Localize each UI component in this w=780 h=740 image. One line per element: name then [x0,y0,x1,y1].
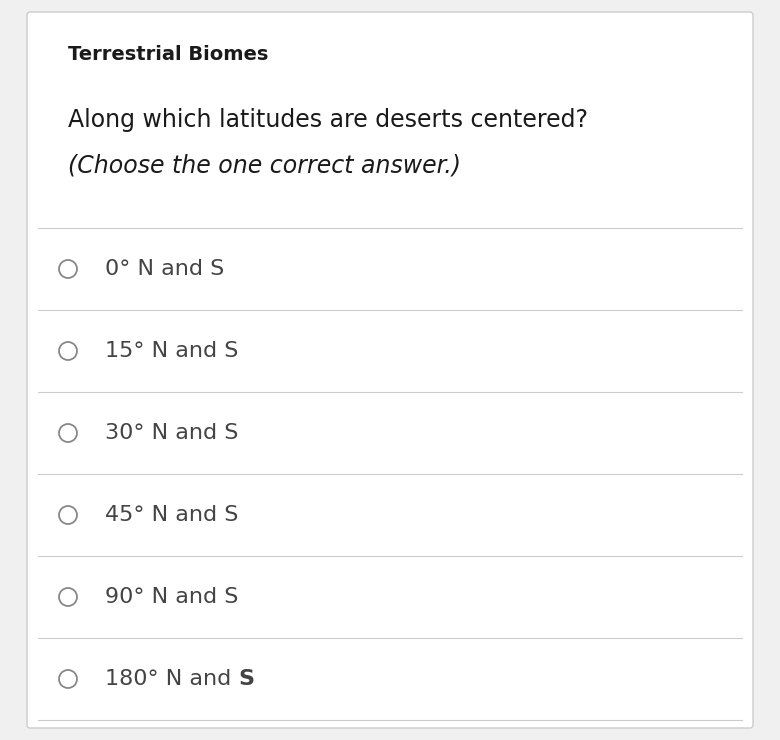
Text: 180° N and: 180° N and [105,669,239,689]
Text: S: S [239,669,254,689]
Text: (Choose the one correct answer.): (Choose the one correct answer.) [68,153,461,177]
Text: Terrestrial Biomes: Terrestrial Biomes [68,45,268,64]
Text: 30° N and S: 30° N and S [105,423,239,443]
Text: 0° N and S: 0° N and S [105,259,225,279]
Text: 15° N and S: 15° N and S [105,341,239,361]
Text: 90° N and S: 90° N and S [105,587,239,607]
Text: 45° N and S: 45° N and S [105,505,239,525]
FancyBboxPatch shape [27,12,753,728]
Text: Along which latitudes are deserts centered?: Along which latitudes are deserts center… [68,108,588,132]
